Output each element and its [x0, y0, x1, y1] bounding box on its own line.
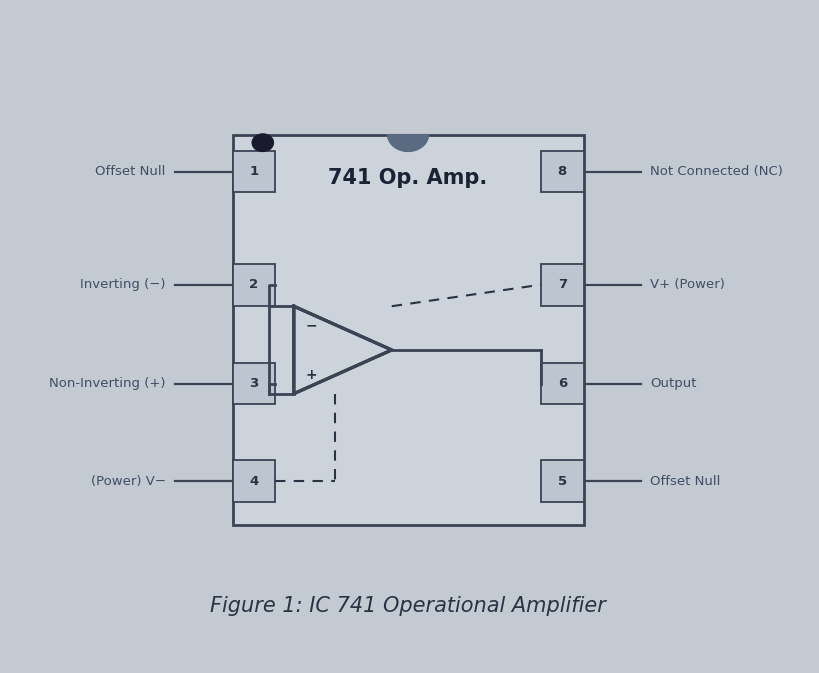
Text: Output: Output	[649, 377, 696, 390]
Bar	[233, 151, 274, 192]
Bar	[233, 363, 274, 404]
Polygon shape	[387, 135, 428, 151]
Text: V+ (Power): V+ (Power)	[649, 278, 725, 291]
Text: (Power) V−: (Power) V−	[91, 474, 165, 488]
Circle shape	[252, 134, 273, 151]
Bar	[233, 264, 274, 306]
Text: 741 Op. Amp.: 741 Op. Amp.	[328, 168, 487, 188]
Text: 6: 6	[557, 377, 566, 390]
Bar	[541, 151, 583, 192]
Polygon shape	[293, 306, 391, 394]
Bar	[541, 460, 583, 502]
Bar	[233, 460, 274, 502]
Text: 1: 1	[249, 165, 258, 178]
Bar	[233, 135, 583, 525]
Text: 4: 4	[249, 474, 258, 488]
Text: Figure 1: IC 741 Operational Amplifier: Figure 1: IC 741 Operational Amplifier	[210, 596, 605, 616]
Text: 2: 2	[249, 278, 258, 291]
Bar	[541, 264, 583, 306]
Text: −: −	[305, 318, 317, 332]
Text: Not Connected (NC): Not Connected (NC)	[649, 165, 782, 178]
Text: Offset Null: Offset Null	[95, 165, 165, 178]
Text: Non-Inverting (+): Non-Inverting (+)	[49, 377, 165, 390]
Text: 5: 5	[557, 474, 566, 488]
Text: 8: 8	[557, 165, 566, 178]
Text: Inverting (−): Inverting (−)	[80, 278, 165, 291]
Bar	[541, 363, 583, 404]
Text: 3: 3	[249, 377, 258, 390]
Text: Offset Null: Offset Null	[649, 474, 720, 488]
Text: +: +	[305, 368, 317, 382]
Text: 7: 7	[557, 278, 566, 291]
